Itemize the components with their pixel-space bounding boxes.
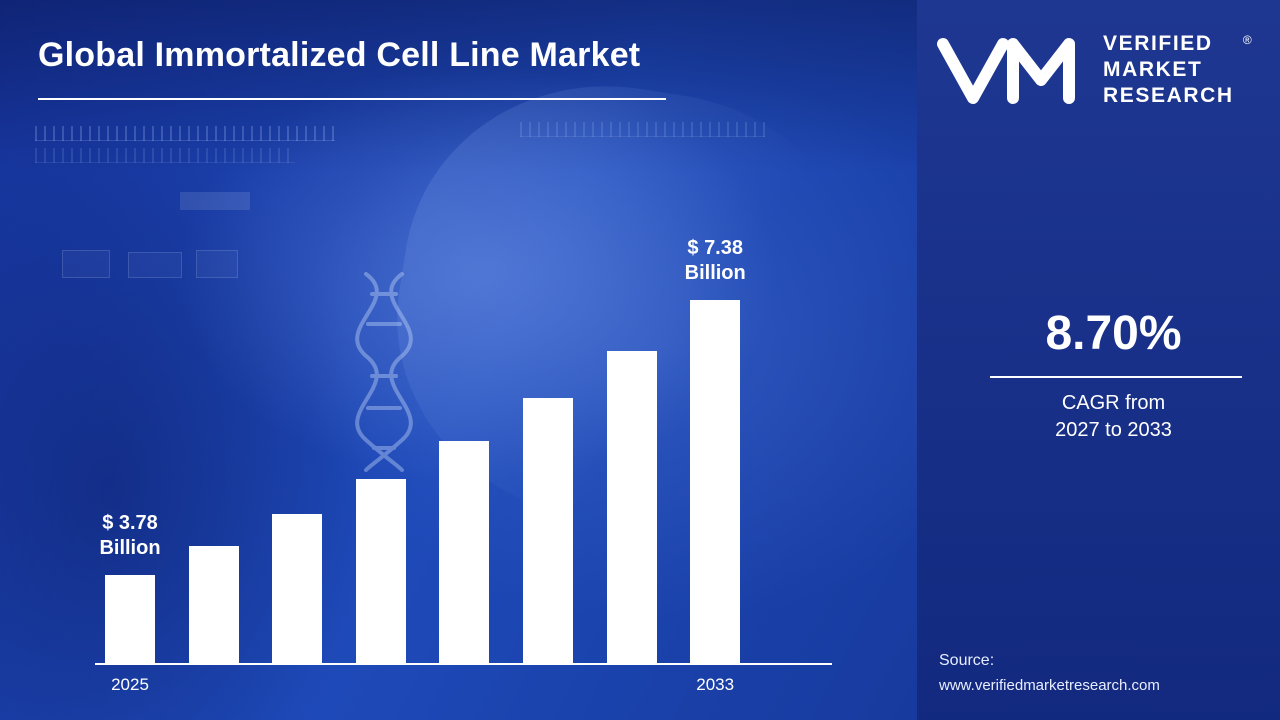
bar-value-label: $ 7.38 Billion bbox=[685, 236, 746, 286]
logo: ® VERIFIED MARKET RESEARCH bbox=[935, 28, 1252, 112]
vmr-monogram-icon bbox=[937, 38, 1075, 104]
x-tick-label: 2025 bbox=[111, 675, 149, 694]
waveform-decoration bbox=[520, 122, 765, 137]
bar-value-label-line: Billion bbox=[684, 262, 746, 284]
waveform-decoration bbox=[35, 148, 295, 163]
background-shape bbox=[128, 252, 182, 278]
cagr-caption-line2: 2027 to 2033 bbox=[1055, 419, 1172, 441]
bar bbox=[523, 397, 573, 663]
side-panel: ® VERIFIED MARKET RESEARCH 8.70% CAGR fr… bbox=[917, 0, 1280, 720]
bar-value-label-line: $ 7.38 bbox=[687, 237, 743, 259]
x-tick-label: 2033 bbox=[696, 675, 735, 694]
bar-value-label-line: $ 3.78 bbox=[102, 512, 158, 534]
x-axis-line bbox=[95, 663, 832, 665]
source-label: Source: bbox=[939, 652, 995, 669]
bar bbox=[355, 478, 406, 663]
source-block: Source: www.verifiedmarketresearch.com bbox=[939, 652, 1160, 694]
bar-value-label-line: Billion bbox=[99, 537, 161, 559]
logo-line-verified: VERIFIED bbox=[1103, 32, 1213, 55]
bar bbox=[606, 351, 657, 663]
bar bbox=[439, 440, 490, 663]
logo-line-market: MARKET bbox=[1103, 58, 1203, 81]
background-shape bbox=[196, 250, 238, 278]
background-shape bbox=[180, 192, 250, 210]
background-shape bbox=[62, 250, 110, 278]
bar-chart: 2025 2033 $ 3.78 Billion $ 7.38 Billion bbox=[95, 145, 832, 694]
registered-mark: ® bbox=[1242, 33, 1252, 47]
logo-text: ® VERIFIED MARKET RESEARCH bbox=[1103, 31, 1252, 109]
bar bbox=[690, 300, 741, 663]
page-title: Global Immortalized Cell Line Market bbox=[38, 36, 641, 74]
cagr-caption-line1: CAGR from bbox=[1061, 392, 1166, 414]
cagr-underline bbox=[990, 376, 1242, 378]
cagr-value: 8.70% bbox=[1045, 307, 1182, 360]
bar bbox=[105, 575, 155, 663]
source-url: www.verifiedmarketresearch.com bbox=[939, 677, 1160, 694]
title-underline bbox=[38, 98, 666, 100]
bar bbox=[272, 513, 323, 663]
logo-line-research: RESEARCH bbox=[1103, 84, 1234, 107]
dna-helix-icon bbox=[355, 272, 413, 472]
waveform-decoration bbox=[35, 126, 335, 141]
bar bbox=[188, 545, 239, 663]
cagr-caption: CAGR from 2027 to 2033 bbox=[947, 390, 1280, 444]
chart-section: Global Immortalized Cell Line Market 202… bbox=[0, 0, 917, 720]
bar-value-label: $ 3.78 Billion bbox=[99, 511, 160, 561]
